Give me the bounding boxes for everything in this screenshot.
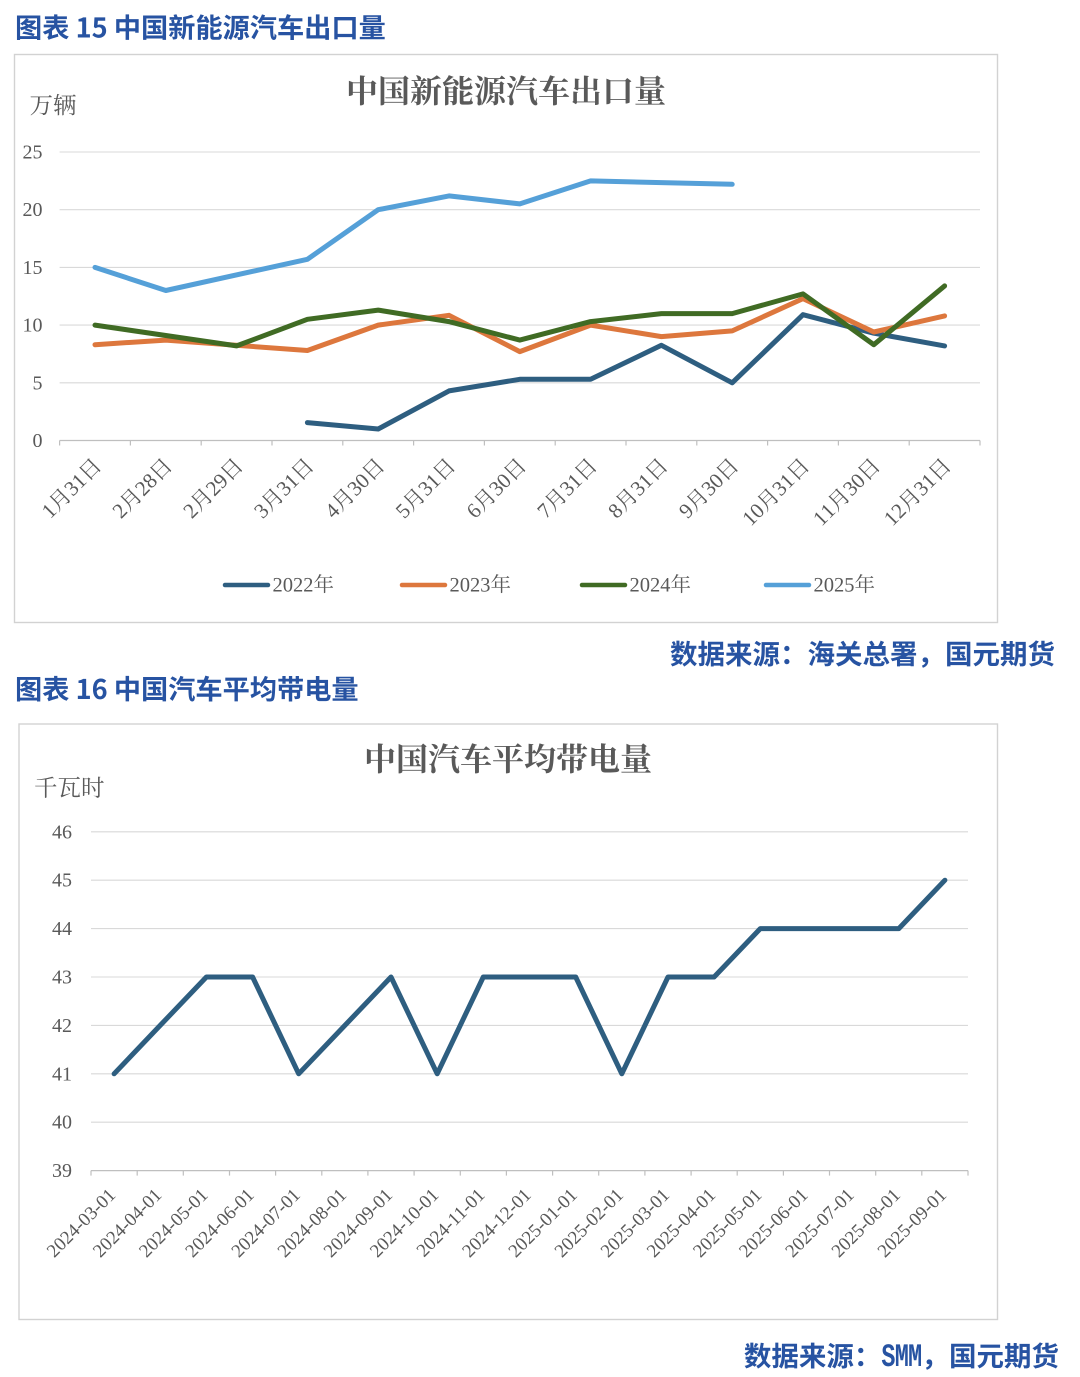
- svg-text:39: 39: [52, 1160, 72, 1182]
- svg-text:46: 46: [52, 821, 72, 843]
- svg-text:45: 45: [52, 870, 72, 892]
- svg-text:43: 43: [52, 967, 72, 989]
- svg-text:15: 15: [23, 257, 43, 279]
- svg-text:20: 20: [23, 199, 43, 221]
- svg-text:0: 0: [33, 430, 43, 452]
- svg-text:44: 44: [52, 918, 72, 940]
- svg-text:41: 41: [52, 1063, 72, 1085]
- svg-text:42: 42: [52, 1015, 72, 1037]
- svg-text:40: 40: [52, 1112, 72, 1134]
- svg-text:5: 5: [33, 372, 43, 394]
- svg-text:10: 10: [23, 315, 43, 337]
- svg-text:25: 25: [23, 142, 43, 164]
